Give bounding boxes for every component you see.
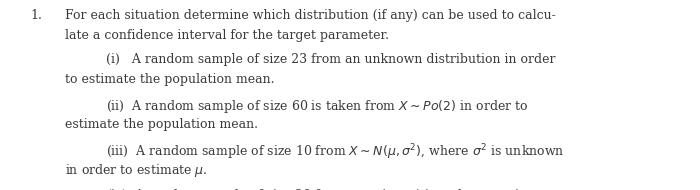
Text: (ii)  A random sample of size 60 is taken from $X \sim Po(2)$ in order to: (ii) A random sample of size 60 is taken… [106,98,528,115]
Text: (iv)  A random sample of size 20 from $Y \sim N(\mu, 16)$ in order to estimate: (iv) A random sample of size 20 from $Y … [106,187,552,190]
Text: (iii)  A random sample of size 10 from $X \sim N(\mu, \sigma^2)$, where $\sigma^: (iii) A random sample of size 10 from $X… [106,142,565,162]
Text: (i)   A random sample of size 23 from an unknown distribution in order: (i) A random sample of size 23 from an u… [106,53,556,66]
Text: in order to estimate $\mu$.: in order to estimate $\mu$. [65,162,208,179]
Text: For each situation determine which distribution (if any) can be used to calcu-: For each situation determine which distr… [65,9,556,21]
Text: estimate the population mean.: estimate the population mean. [65,118,258,131]
Text: to estimate the population mean.: to estimate the population mean. [65,73,274,86]
Text: 1.: 1. [31,9,43,21]
Text: late a confidence interval for the target parameter.: late a confidence interval for the targe… [65,28,389,41]
